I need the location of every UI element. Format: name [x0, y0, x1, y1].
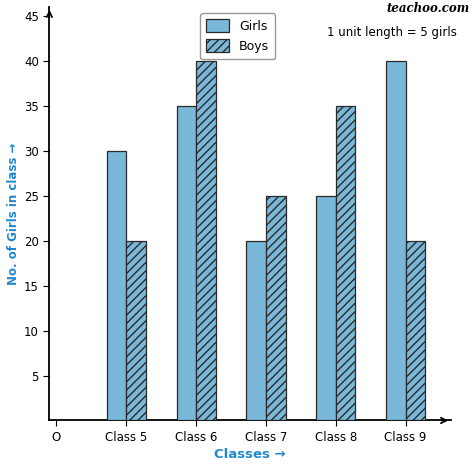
- Bar: [406, 241, 425, 420]
- Bar: [246, 241, 266, 420]
- Bar: [386, 61, 406, 420]
- Text: 1 unit length = 5 girls: 1 unit length = 5 girls: [327, 26, 456, 38]
- Text: teachoo.com: teachoo.com: [386, 2, 469, 15]
- Bar: [336, 106, 356, 420]
- Y-axis label: No. of Girls in class →: No. of Girls in class →: [7, 143, 20, 285]
- Bar: [126, 241, 146, 420]
- Bar: [316, 196, 336, 420]
- Bar: [107, 151, 126, 420]
- Bar: [266, 196, 285, 420]
- Bar: [176, 106, 196, 420]
- X-axis label: Classes →: Classes →: [214, 448, 286, 461]
- Legend: Girls, Boys: Girls, Boys: [200, 13, 275, 59]
- Bar: [196, 61, 216, 420]
